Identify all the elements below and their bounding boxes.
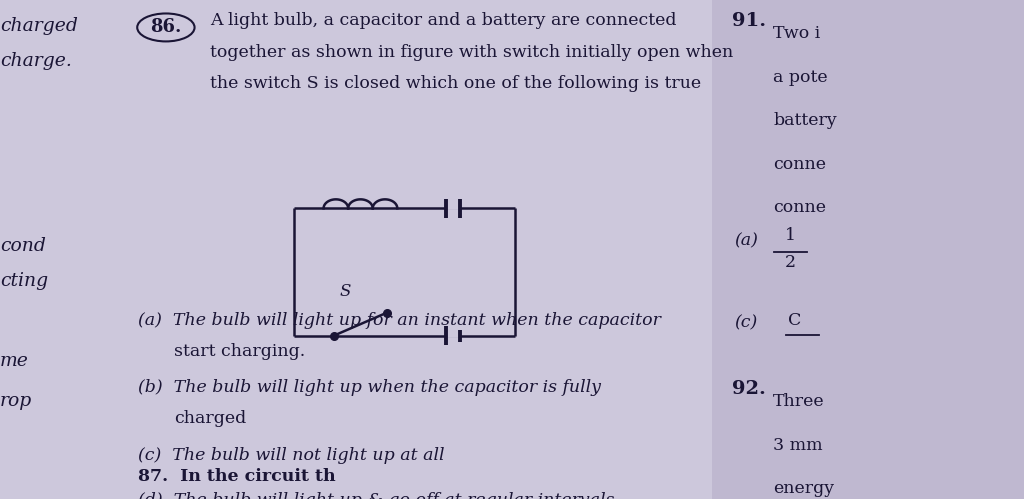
Text: me: me (0, 352, 29, 370)
Text: 1: 1 (785, 227, 796, 244)
Text: (c)  The bulb will not light up at all: (c) The bulb will not light up at all (138, 447, 444, 464)
Text: A light bulb, a capacitor and a battery are connected: A light bulb, a capacitor and a battery … (210, 12, 677, 29)
Text: (a)  The bulb will light up for an instant when the capacitor: (a) The bulb will light up for an instan… (138, 312, 662, 329)
Text: 86.: 86. (151, 18, 181, 36)
Text: the switch S is closed which one of the following is true: the switch S is closed which one of the … (210, 75, 701, 92)
Text: charged: charged (174, 410, 247, 427)
Text: a pote: a pote (773, 69, 827, 86)
Text: start charging.: start charging. (174, 343, 305, 360)
Text: Three: Three (773, 393, 824, 410)
Text: cond: cond (0, 237, 46, 255)
FancyBboxPatch shape (712, 0, 1024, 499)
Text: conne: conne (773, 156, 826, 173)
Text: conne: conne (773, 199, 826, 216)
Text: charge.: charge. (0, 52, 72, 70)
Text: charged: charged (0, 17, 78, 35)
Text: rop: rop (0, 392, 32, 410)
Text: Two i: Two i (773, 25, 820, 42)
Text: 3 mm: 3 mm (773, 437, 822, 454)
Text: C: C (788, 312, 802, 329)
Text: battery: battery (773, 112, 837, 129)
Text: energy: energy (773, 480, 835, 497)
Text: (c): (c) (734, 314, 758, 331)
Text: cting: cting (0, 272, 48, 290)
Text: 92.: 92. (732, 380, 766, 398)
Text: S: S (339, 283, 350, 300)
Text: 91.: 91. (732, 12, 766, 30)
Text: 87.  In the circuit th: 87. In the circuit th (138, 468, 336, 485)
Text: (a): (a) (734, 232, 758, 249)
FancyBboxPatch shape (0, 0, 712, 499)
Text: 2: 2 (785, 254, 796, 271)
Text: (d)  The bulb will light up & go off at regular intervals: (d) The bulb will light up & go off at r… (138, 492, 614, 499)
Text: together as shown in figure with switch initially open when: together as shown in figure with switch … (210, 44, 733, 61)
Text: (b)  The bulb will light up when the capacitor is fully: (b) The bulb will light up when the capa… (138, 379, 601, 396)
